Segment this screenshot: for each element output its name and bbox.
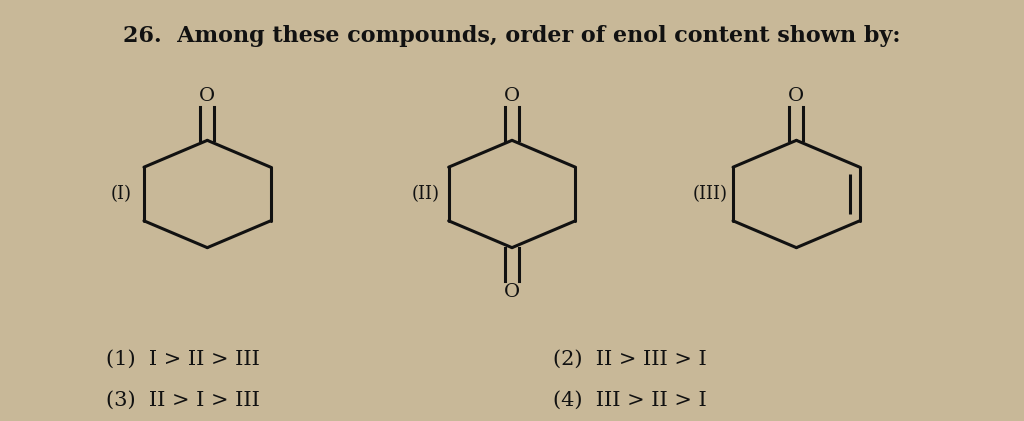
Text: (I): (I) xyxy=(111,185,131,203)
Text: (1)  I > II > III: (1) I > II > III xyxy=(105,349,260,368)
Text: 26.  Among these compounds, order of enol content shown by:: 26. Among these compounds, order of enol… xyxy=(123,25,901,47)
Text: O: O xyxy=(504,283,520,301)
Text: (4)  III > II > I: (4) III > II > I xyxy=(553,391,707,410)
Text: O: O xyxy=(200,87,215,105)
Text: O: O xyxy=(788,87,805,105)
Text: (III): (III) xyxy=(692,185,728,203)
Text: (2)  II > III > I: (2) II > III > I xyxy=(553,349,707,368)
Text: O: O xyxy=(504,87,520,105)
Text: (II): (II) xyxy=(412,185,439,203)
Text: (3)  II > I > III: (3) II > I > III xyxy=(105,391,260,410)
